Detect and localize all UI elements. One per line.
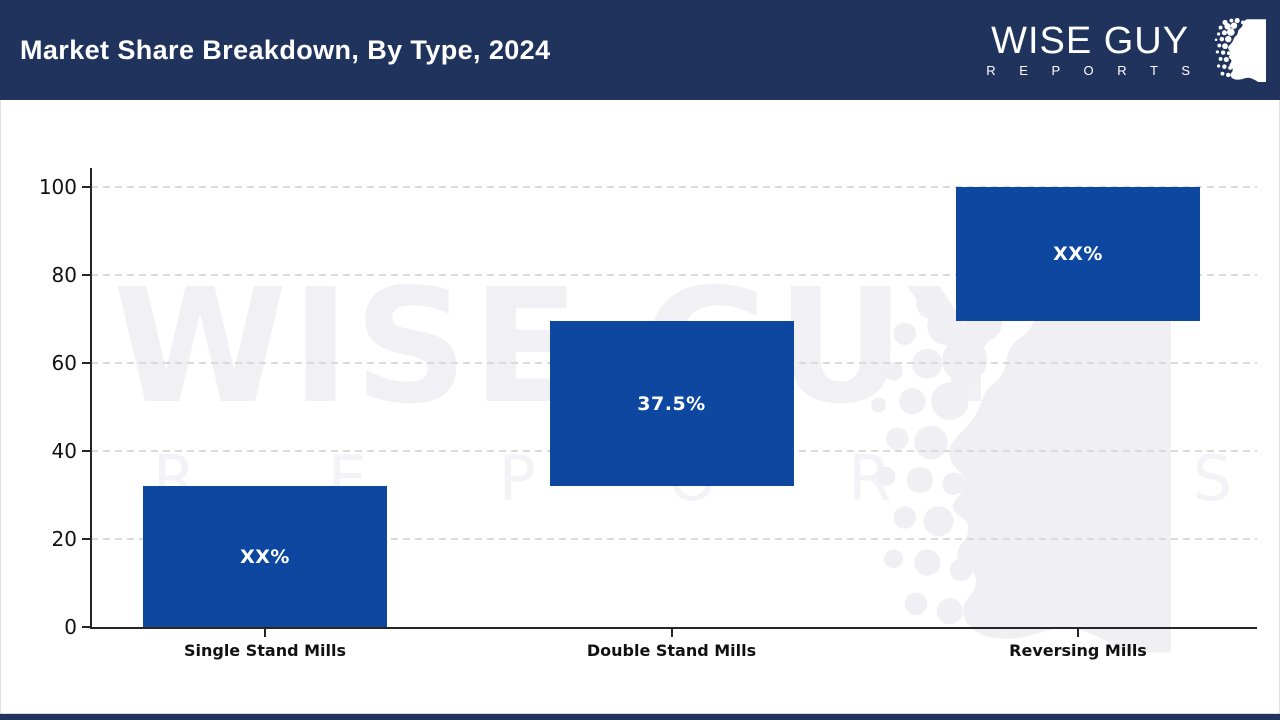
y-tick-label: 20	[3, 527, 77, 551]
footer-bar	[0, 714, 1280, 720]
y-tick-mark	[82, 274, 90, 276]
x-tick-mark	[671, 629, 673, 637]
header-bar: Market Share Breakdown, By Type, 2024 WI…	[0, 0, 1280, 100]
y-axis	[90, 168, 92, 629]
bar-value-label: 37.5%	[637, 393, 705, 415]
y-tick-mark	[82, 450, 90, 452]
x-category-label: Single Stand Mills	[105, 641, 425, 660]
logo-wordmark-block: WISE GUY R E P O R T S	[980, 22, 1200, 78]
y-tick-label: 80	[3, 263, 77, 287]
x-category-label: Reversing Mills	[918, 641, 1238, 660]
bar: XX%	[143, 486, 387, 627]
logo-subtitle: R E P O R T S	[980, 63, 1200, 78]
bar: XX%	[956, 187, 1200, 321]
wiseguy-logo: WISE GUY R E P O R T S	[980, 7, 1266, 93]
x-category-label: Double Stand Mills	[512, 641, 832, 660]
y-tick-mark	[82, 362, 90, 364]
chart-card: Market Share Breakdown, By Type, 2024 WI…	[0, 0, 1280, 720]
y-tick-label: 40	[3, 439, 77, 463]
plot-area: WISE GUY R E P O R T S XX%37.5%XX% 02040…	[0, 100, 1280, 713]
chart-title: Market Share Breakdown, By Type, 2024	[20, 35, 551, 66]
bar-value-label: XX%	[240, 546, 290, 568]
bar-value-label: XX%	[1053, 243, 1103, 265]
x-tick-mark	[1077, 629, 1079, 637]
y-tick-mark	[82, 626, 90, 628]
y-tick-label: 60	[3, 351, 77, 375]
logo-wordmark: WISE GUY	[991, 22, 1189, 60]
x-tick-mark	[264, 629, 266, 637]
y-tick-mark	[82, 186, 90, 188]
y-tick-label: 0	[3, 615, 77, 639]
y-tick-mark	[82, 538, 90, 540]
face-logo-icon	[1202, 7, 1266, 93]
bar: 37.5%	[550, 321, 794, 486]
y-tick-label: 100	[3, 175, 77, 199]
